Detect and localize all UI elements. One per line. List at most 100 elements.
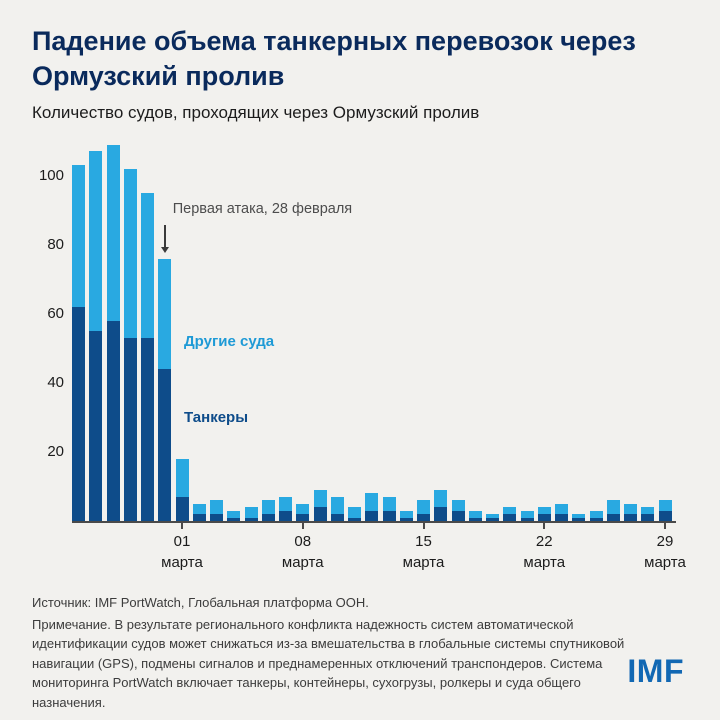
chart-area: Первая атака, 28 февраля Другие суда Танке… — [32, 131, 688, 573]
bar-01.03 — [175, 458, 189, 522]
bar-segment-other — [106, 144, 120, 321]
bar-segment-tankers — [313, 507, 327, 522]
bar-segment-other — [330, 496, 344, 515]
bar-23.03 — [555, 503, 568, 522]
bar-24.03 — [572, 514, 586, 522]
chart-subtitle: Количество судов, проходящих через Ормуз… — [32, 103, 480, 123]
bar-16.03 — [434, 490, 448, 522]
bar-segment-tankers — [158, 369, 172, 522]
bar-segment-other — [503, 507, 517, 515]
bar-segment-tankers — [572, 517, 586, 522]
bar-segment-tankers — [624, 514, 637, 522]
bar-19.03 — [486, 514, 499, 522]
bar-23.02 — [72, 165, 85, 522]
bar-20.03 — [503, 507, 517, 522]
bar-segment-other — [158, 258, 172, 370]
bar-25.03 — [589, 510, 603, 522]
note-text: Примечание. В результате регионального к… — [32, 616, 625, 710]
bar-14.03 — [399, 510, 413, 522]
x-axis-label: 22 марта — [523, 533, 566, 572]
y-axis-label: 60 — [47, 304, 64, 322]
bar-03.03 — [210, 500, 223, 522]
source-text: Источник: IMF PortWatch, Глобальная плат… — [32, 595, 369, 611]
footer: Источник: IMF PortWatch, Глобальная плат… — [32, 593, 632, 712]
bar-segment-other — [520, 510, 534, 518]
bar-22.03 — [537, 507, 551, 522]
bar-segment-tankers — [72, 306, 85, 522]
bar-segment-other — [89, 151, 103, 332]
bar-segment-tankers — [468, 517, 482, 522]
bar-segment-tankers — [296, 514, 310, 522]
bar-segment-other — [417, 500, 430, 515]
bar-25.02 — [106, 144, 120, 522]
y-axis-label: 80 — [47, 235, 64, 253]
bar-segment-tankers — [210, 514, 223, 522]
bar-28.02 — [158, 258, 172, 522]
bar-12.03 — [365, 493, 379, 522]
bar-segment-tankers — [520, 517, 534, 522]
bar-13.03 — [382, 496, 396, 522]
bar-segment-other — [244, 507, 258, 518]
x-axis-label: 08 марта — [281, 533, 324, 572]
x-axis-tick — [181, 523, 183, 530]
bar-segment-other — [434, 490, 448, 508]
bar-segment-other — [210, 500, 223, 515]
bar-segment-tankers — [382, 510, 396, 522]
bar-08.03 — [296, 503, 310, 522]
bar-segment-other — [641, 507, 655, 515]
y-axis-label: 100 — [38, 166, 64, 184]
bar-segment-tankers — [244, 517, 258, 522]
bar-segment-tankers — [589, 517, 603, 522]
bar-09.03 — [313, 490, 327, 522]
bar-segment-other — [658, 500, 672, 511]
bar-segment-tankers — [555, 514, 568, 522]
bar-segment-other — [72, 165, 85, 307]
bar-29.03 — [658, 500, 672, 522]
bar-05.03 — [244, 507, 258, 522]
y-axis-label: 40 — [47, 373, 64, 391]
bar-segment-other — [192, 503, 206, 515]
bar-07.03 — [279, 496, 292, 522]
bar-segment-tankers — [399, 517, 413, 522]
bar-segment-tankers — [451, 510, 465, 522]
plot-area: Первая атака, 28 февраля Другие суда Танке… — [72, 141, 676, 524]
bar-06.03 — [261, 500, 275, 522]
bar-segment-tankers — [348, 517, 361, 522]
bar-segment-tankers — [89, 331, 103, 522]
series-label-other-ships: Другие суда — [184, 333, 275, 351]
x-axis-tick — [543, 523, 546, 530]
bar-segment-other — [365, 493, 379, 511]
bar-segment-other — [227, 510, 241, 518]
bar-segment-tankers — [192, 514, 206, 522]
bar-segment-other — [382, 496, 396, 511]
bar-segment-other — [486, 514, 499, 518]
bar-segment-other — [399, 510, 413, 518]
bar-24.02 — [89, 151, 103, 522]
y-axis-label: 20 — [47, 443, 64, 460]
x-axis-tick — [301, 523, 304, 530]
imf-logo: IMF — [627, 653, 684, 689]
x-axis-tick — [664, 523, 666, 530]
bar-segment-tankers — [365, 510, 379, 522]
bar-26.03 — [606, 500, 620, 522]
bar-segment-tankers — [537, 514, 551, 522]
x-axis-tick — [422, 523, 425, 530]
series-label-tankers: Танкеры — [184, 409, 249, 427]
bar-segment-other — [296, 503, 310, 515]
bar-17.03 — [451, 500, 465, 522]
bar-segment-tankers — [175, 496, 189, 522]
bar-segment-tankers — [486, 517, 499, 522]
bar-segment-other — [468, 510, 482, 518]
bar-21.03 — [520, 510, 534, 522]
bar-segment-other — [313, 490, 327, 508]
bar-segment-tankers — [279, 510, 292, 522]
bar-26.02 — [123, 168, 137, 522]
bar-segment-other — [606, 500, 620, 515]
bar-segment-other — [589, 510, 603, 518]
bar-segment-other — [451, 500, 465, 511]
bar-15.03 — [417, 500, 430, 522]
bar-27.02 — [141, 192, 154, 522]
bar-18.03 — [468, 510, 482, 522]
bar-segment-other — [279, 496, 292, 511]
